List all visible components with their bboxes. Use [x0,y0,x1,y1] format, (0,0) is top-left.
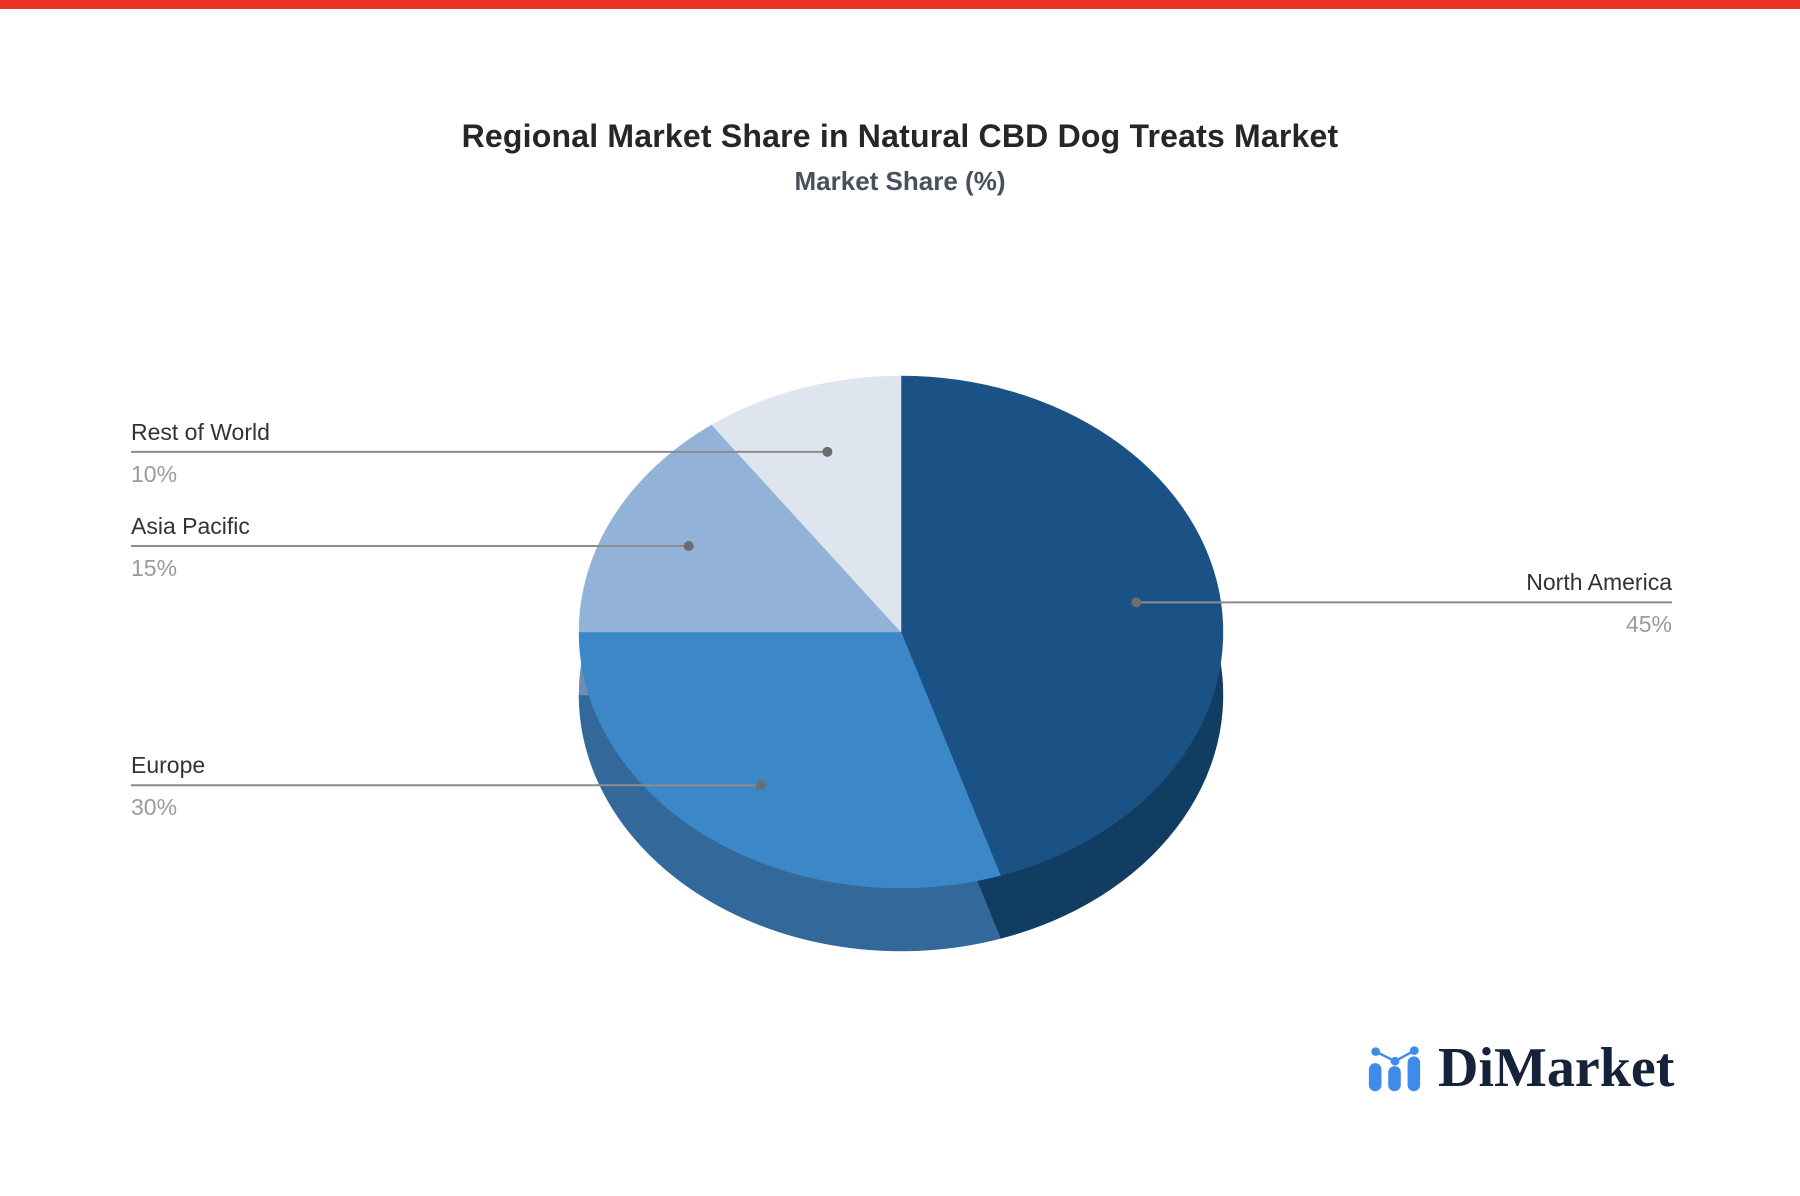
slice-value-north-america: 45% [1625,611,1672,637]
slice-value-europe: 30% [131,794,178,820]
leader-dot-rest-of-world [822,446,833,457]
pie-slice-asia-pacific [578,424,902,633]
slice-label-rest-of-world: Rest of World [131,419,270,445]
bar-line-chart-icon [1368,1046,1421,1092]
pie-slice-europe [578,631,1001,889]
leader-dot-europe [755,780,766,791]
brand-logo: DiMarket [1366,1040,1674,1096]
leader-dot-asia-pacific [683,540,694,551]
slice-label-north-america: North America [1526,569,1672,595]
chart-subtitle: Market Share (%) [794,166,1006,196]
leader-dot-north-america [1131,597,1142,608]
slice-label-asia-pacific: Asia Pacific [131,513,250,539]
page-title: Regional Market Share in Natural CBD Dog… [461,118,1339,154]
slice-value-asia-pacific: 15% [131,555,178,581]
pie-slice-rest-of-world [711,375,902,633]
slice-value-rest-of-world: 10% [131,461,178,487]
top-accent-bar [0,0,1800,9]
slice-label-europe: Europe [131,752,206,778]
brand-name: DiMarket [1438,1037,1675,1099]
pie-slice-north-america [900,375,1224,876]
